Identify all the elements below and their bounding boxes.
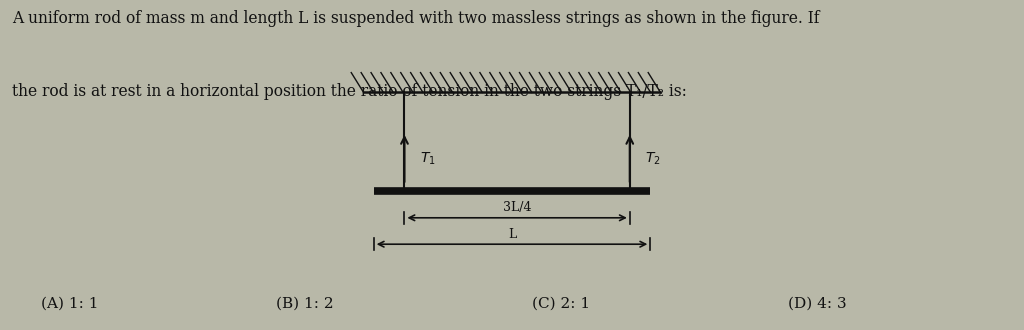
Text: 3L/4: 3L/4 xyxy=(503,202,531,214)
Text: $T_1$: $T_1$ xyxy=(420,150,435,167)
Text: (B) 1: 2: (B) 1: 2 xyxy=(276,296,334,310)
Text: (C) 2: 1: (C) 2: 1 xyxy=(532,296,591,310)
Text: L: L xyxy=(508,228,516,241)
Text: $T_2$: $T_2$ xyxy=(645,150,660,167)
Text: A uniform rod of mass m and length L is suspended with two massless strings as s: A uniform rod of mass m and length L is … xyxy=(12,10,820,27)
Text: (A) 1: 1: (A) 1: 1 xyxy=(41,296,98,310)
Text: (D) 4: 3: (D) 4: 3 xyxy=(788,296,847,310)
Text: the rod is at rest in a horizontal position the ratio of tension in the two stri: the rod is at rest in a horizontal posit… xyxy=(12,82,687,100)
